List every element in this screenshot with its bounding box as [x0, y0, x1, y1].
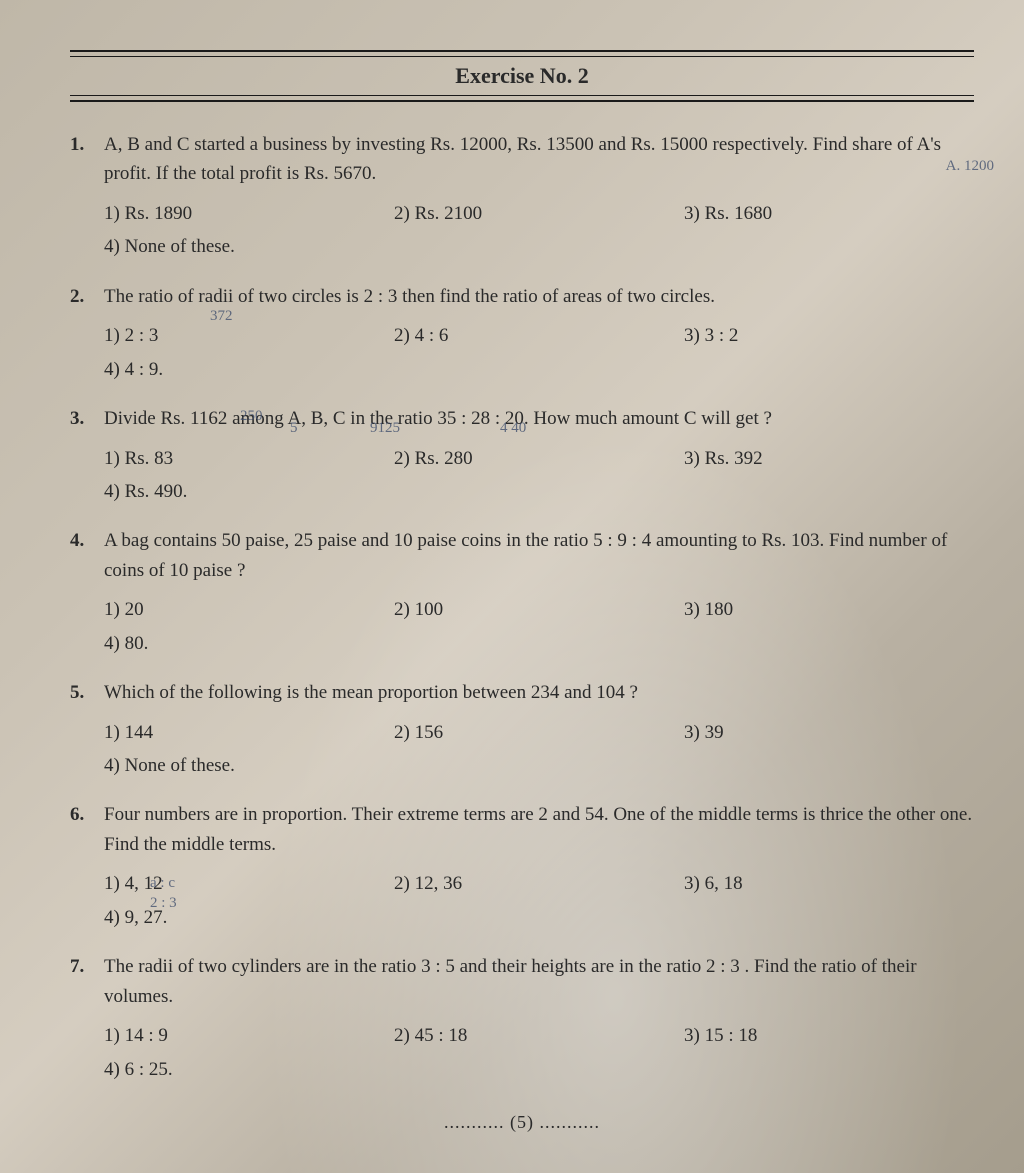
option: 2) 100: [394, 593, 684, 626]
option: 1) 144: [104, 716, 394, 749]
handwriting-note: 4 40: [500, 420, 526, 437]
question-4: 4. A bag contains 50 paise, 25 paise and…: [70, 526, 974, 585]
handwriting-note: a : c: [150, 875, 175, 892]
question-text: Which of the following is the mean propo…: [104, 678, 974, 707]
option: 2) Rs. 2100: [394, 197, 684, 230]
option: 3) 3 : 2: [684, 319, 974, 352]
option: 3) 15 : 18: [684, 1019, 974, 1052]
question-number: 2.: [70, 282, 104, 311]
option: 3) Rs. 1680: [684, 197, 974, 230]
question-text: The ratio of radii of two circles is 2 :…: [104, 282, 974, 311]
option: 4) 80.: [104, 627, 974, 660]
option: 1) 20: [104, 593, 394, 626]
option: 3) 39: [684, 716, 974, 749]
title-rule-box: Exercise No. 2: [70, 50, 974, 102]
question-6: 6. Four numbers are in proportion. Their…: [70, 800, 974, 859]
question-text: The radii of two cylinders are in the ra…: [104, 952, 974, 1011]
question-text: Divide Rs. 1162 among A, B, C in the rat…: [104, 404, 974, 433]
option: 4) None of these.: [104, 749, 974, 782]
option: 2) 45 : 18: [394, 1019, 684, 1052]
question-3-options: 1) Rs. 83 2) Rs. 280 3) Rs. 392 4) Rs. 4…: [104, 442, 974, 509]
handwriting-note: 5: [290, 420, 298, 437]
option: 1) Rs. 83: [104, 442, 394, 475]
question-text: A bag contains 50 paise, 25 paise and 10…: [104, 526, 974, 585]
option: 4) 6 : 25.: [104, 1053, 974, 1086]
option: 4) 9, 27.: [104, 901, 974, 934]
option: 1) 14 : 9: [104, 1019, 394, 1052]
option: 1) 2 : 3: [104, 319, 394, 352]
option: 2) 4 : 6: [394, 319, 684, 352]
option: 4) None of these.: [104, 230, 974, 263]
option: 3) 180: [684, 593, 974, 626]
question-7: 7. The radii of two cylinders are in the…: [70, 952, 974, 1011]
question-number: 4.: [70, 526, 104, 585]
option: 2) Rs. 280: [394, 442, 684, 475]
option: 1) Rs. 1890: [104, 197, 394, 230]
question-text: Four numbers are in proportion. Their ex…: [104, 800, 974, 859]
question-1-options: 1) Rs. 1890 2) Rs. 2100 3) Rs. 1680 4) N…: [104, 197, 974, 264]
question-number: 3.: [70, 404, 104, 433]
handwriting-note: 9125: [370, 420, 400, 437]
option: 3) 6, 18: [684, 867, 974, 900]
question-number: 7.: [70, 952, 104, 1011]
worksheet-page: Exercise No. 2 1. A, B and C started a b…: [0, 0, 1024, 1173]
exercise-title: Exercise No. 2: [70, 56, 974, 96]
page-footer: ........... (5) ...........: [70, 1112, 974, 1133]
question-4-options: 1) 20 2) 100 3) 180 4) 80.: [104, 593, 974, 660]
question-5: 5. Which of the following is the mean pr…: [70, 678, 974, 707]
question-5-options: 1) 144 2) 156 3) 39 4) None of these.: [104, 716, 974, 783]
option: 4) Rs. 490.: [104, 475, 974, 508]
option: 1) 4, 12: [104, 867, 394, 900]
option: 4) 4 : 9.: [104, 353, 974, 386]
question-number: 6.: [70, 800, 104, 859]
question-1: 1. A, B and C started a business by inve…: [70, 130, 974, 189]
option: 3) Rs. 392: [684, 442, 974, 475]
question-2-options: 1) 2 : 3 2) 4 : 6 3) 3 : 2 4) 4 : 9.: [104, 319, 974, 386]
question-6-options: 1) 4, 12 2) 12, 36 3) 6, 18 4) 9, 27.: [104, 867, 974, 934]
handwriting-note: 372: [210, 308, 233, 325]
question-text: A, B and C started a business by investi…: [104, 130, 974, 189]
handwriting-note: 2 : 3: [150, 895, 177, 912]
option: 2) 156: [394, 716, 684, 749]
question-7-options: 1) 14 : 9 2) 45 : 18 3) 15 : 18 4) 6 : 2…: [104, 1019, 974, 1086]
question-2: 2. The ratio of radii of two circles is …: [70, 282, 974, 311]
option: 2) 12, 36: [394, 867, 684, 900]
question-number: 1.: [70, 130, 104, 189]
handwriting-note: A. 1200: [946, 158, 994, 175]
handwriting-note: 250: [240, 408, 263, 425]
question-number: 5.: [70, 678, 104, 707]
